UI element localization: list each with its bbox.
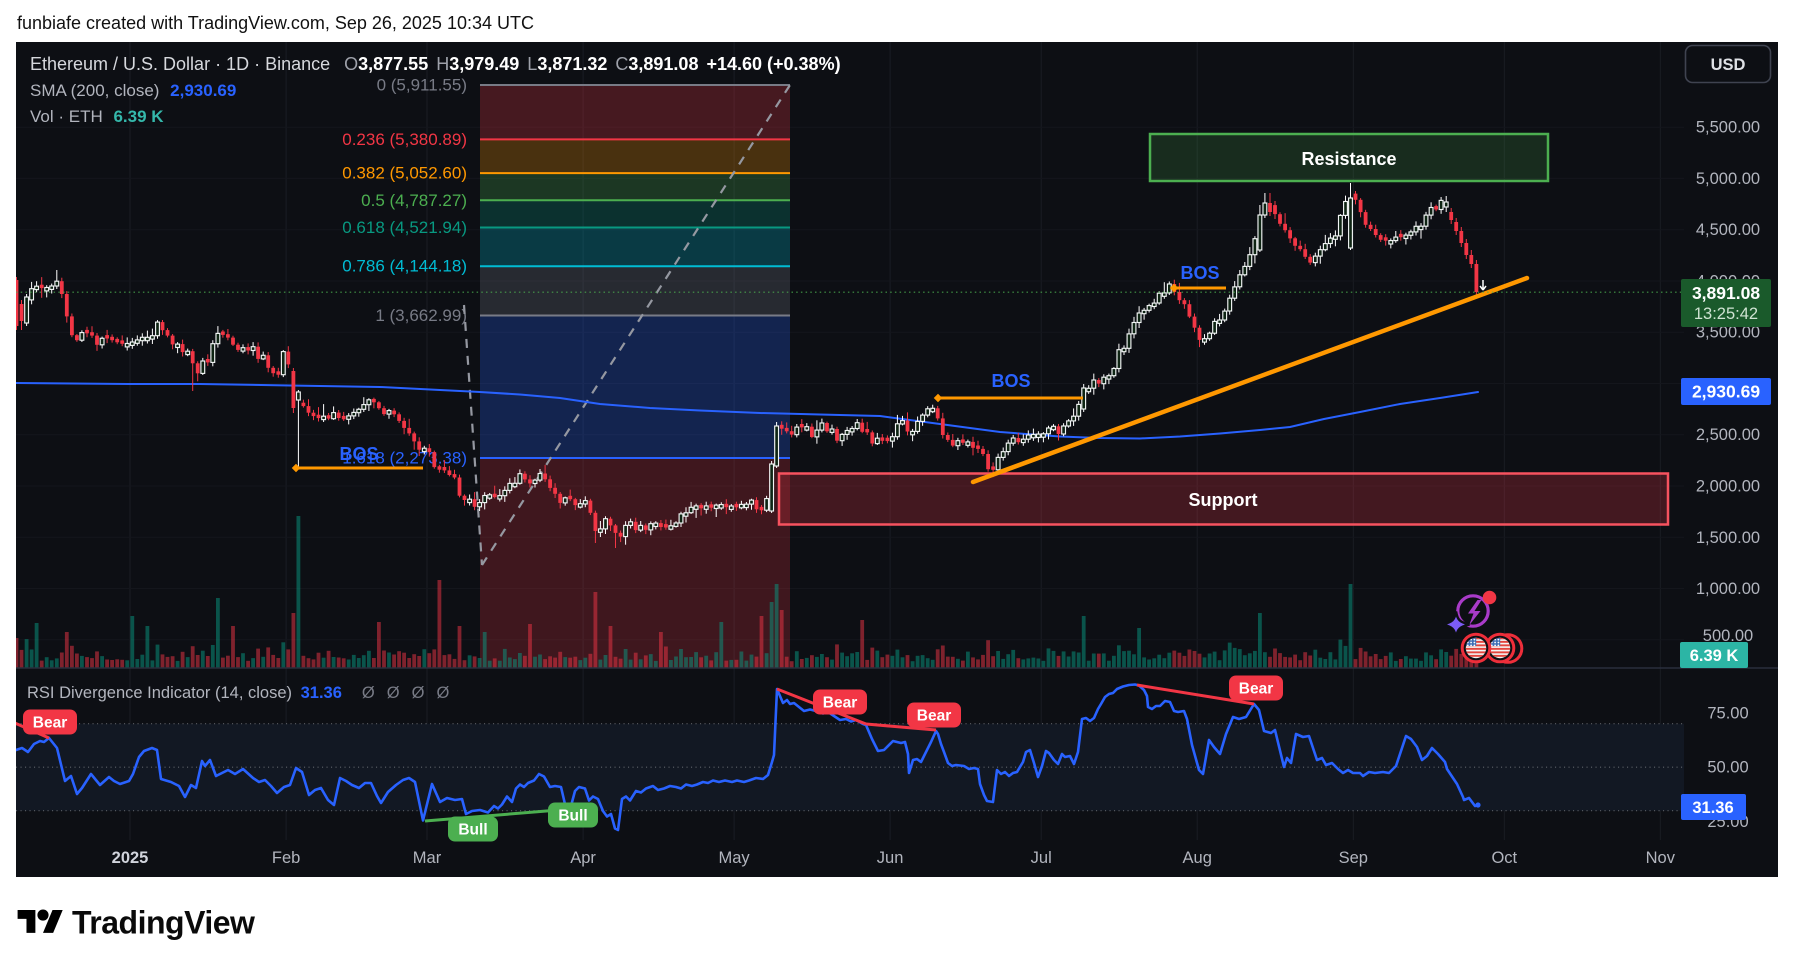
svg-text:2025: 2025: [112, 849, 149, 867]
svg-text:May: May: [719, 849, 751, 867]
svg-text:Bear: Bear: [917, 708, 951, 725]
svg-text:Bear: Bear: [33, 715, 67, 732]
svg-text:31.36: 31.36: [1692, 799, 1733, 817]
svg-text:75.00: 75.00: [1707, 704, 1748, 722]
svg-text:USD: USD: [1711, 56, 1746, 74]
svg-text:2,930.69: 2,930.69: [1692, 382, 1760, 402]
svg-text:BOS: BOS: [339, 444, 378, 464]
svg-text:Jul: Jul: [1031, 849, 1052, 867]
svg-text:Nov: Nov: [1646, 849, 1676, 867]
svg-text:Feb: Feb: [272, 849, 300, 867]
svg-text:Jun: Jun: [877, 849, 904, 867]
svg-text:50.00: 50.00: [1707, 759, 1748, 777]
svg-text:Bear: Bear: [1239, 681, 1273, 698]
svg-text:Bear: Bear: [823, 695, 857, 712]
svg-text:0.382 (5,052.60): 0.382 (5,052.60): [342, 164, 467, 183]
svg-text:4,500.00: 4,500.00: [1696, 221, 1760, 239]
svg-text:0.786 (4,144.18): 0.786 (4,144.18): [342, 257, 467, 276]
svg-text:6.39 K: 6.39 K: [1690, 647, 1739, 665]
svg-text:BOS: BOS: [991, 371, 1030, 391]
svg-text:Mar: Mar: [413, 849, 442, 867]
svg-text:5,500.00: 5,500.00: [1696, 119, 1760, 137]
svg-text:Resistance: Resistance: [1301, 149, 1396, 169]
svg-text:2,500.00: 2,500.00: [1696, 426, 1760, 444]
svg-text:3,500.00: 3,500.00: [1696, 324, 1760, 342]
svg-text:RSI Divergence Indicator (14,: RSI Divergence Indicator (14, close) 31.…: [27, 684, 449, 702]
svg-text:0.5 (4,787.27): 0.5 (4,787.27): [361, 191, 467, 210]
svg-text:1 (3,662.99): 1 (3,662.99): [375, 306, 467, 325]
svg-text:1,000.00: 1,000.00: [1696, 580, 1760, 598]
svg-text:3,891.08: 3,891.08: [1692, 283, 1760, 303]
svg-text:500.00: 500.00: [1703, 627, 1753, 645]
svg-text:Bull: Bull: [458, 822, 487, 839]
svg-text:Apr: Apr: [570, 849, 596, 867]
svg-text:1,500.00: 1,500.00: [1696, 529, 1760, 547]
svg-text:SMA (200, close) 2,930.69: SMA (200, close) 2,930.69: [30, 81, 236, 100]
svg-text:0.236 (5,380.89): 0.236 (5,380.89): [342, 130, 467, 149]
svg-text:Bull: Bull: [558, 808, 587, 825]
svg-text:0 (5,911.55): 0 (5,911.55): [377, 76, 467, 95]
svg-text:TradingView: TradingView: [72, 907, 255, 941]
svg-text:0.618 (4,521.94): 0.618 (4,521.94): [342, 218, 467, 237]
svg-text:Vol · ETH 6.39 K: Vol · ETH 6.39 K: [30, 107, 164, 126]
svg-text:BOS: BOS: [1180, 263, 1219, 283]
svg-text:Support: Support: [1189, 490, 1258, 510]
svg-text:Oct: Oct: [1491, 849, 1517, 867]
svg-text:2,000.00: 2,000.00: [1696, 478, 1760, 496]
svg-text:Sep: Sep: [1339, 849, 1368, 867]
svg-text:13:25:42: 13:25:42: [1694, 305, 1758, 323]
svg-text:Ethereum / U.S. Dollar · 1D ·: Ethereum / U.S. Dollar · 1D · Binance O3,…: [30, 54, 841, 74]
svg-text:5,000.00: 5,000.00: [1696, 170, 1760, 188]
svg-text:Aug: Aug: [1183, 849, 1212, 867]
